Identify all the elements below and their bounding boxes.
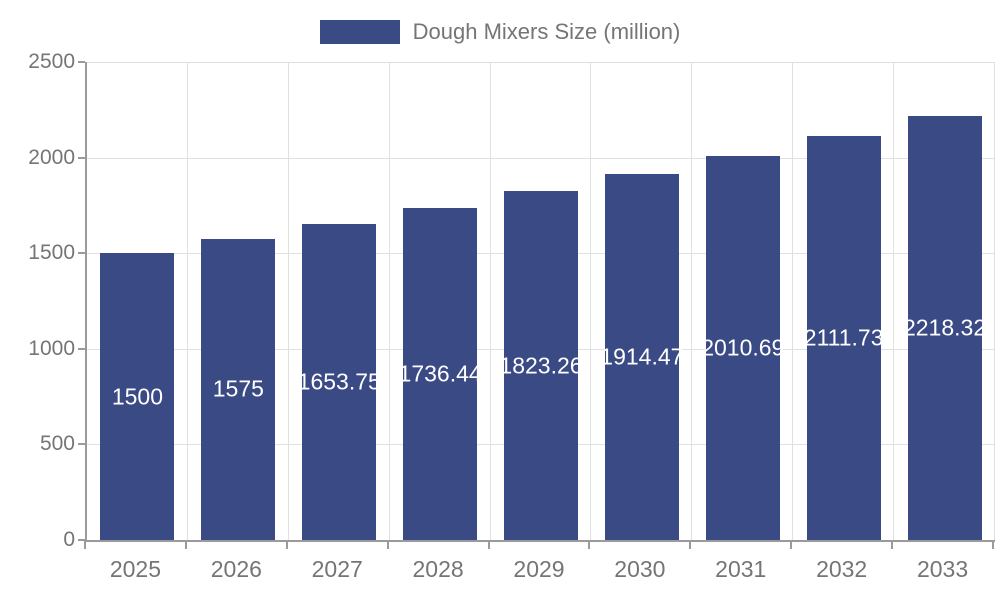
bar-value-label: 2010.69 [701,334,785,361]
bar: 1823.26 [499,191,583,540]
gridline-vertical [186,62,188,540]
x-axis-tick-label: 2025 [109,556,162,582]
x-axis-tick-label: 2032 [816,556,868,582]
x-axis-tick-mark [285,541,288,549]
y-axis-tick-mark [78,443,85,446]
bar-value-label: 1653.75 [297,368,381,395]
x-axis-tick-label: 2033 [916,556,969,582]
legend-swatch [319,20,400,44]
legend-label: Dough Mixers Size (million) [412,19,681,44]
x-axis-tick-label: 2031 [715,556,767,582]
x-axis-tick-mark [588,541,591,549]
bar: 2010.69 [701,155,784,540]
gridline-vertical [893,62,895,540]
gridline-vertical [792,62,794,540]
y-axis-tick-mark [78,539,85,541]
bar: 1914.47 [600,173,683,540]
bar: 1500 [100,253,175,540]
gridline-horizontal [87,157,995,159]
legend[interactable]: Dough Mixers Size (million) [0,19,1000,45]
y-axis-tick-label: 1000 [28,336,75,360]
x-axis-tick-mark [790,541,793,549]
plot-area: 1500 1575 1653.75 1736.44 1823.26 1914.47 2010… [85,62,995,542]
y-axis-tick-mark [78,156,85,159]
bar-value-label: 1500 [111,383,164,410]
gridline-vertical [590,62,592,540]
x-axis-tick-mark [992,541,994,549]
x-axis-tick-mark [891,541,894,549]
y-axis-tick-label: 2500 [28,50,75,73]
bar: 1575 [201,238,276,540]
bar: 1653.75 [298,223,381,540]
x-axis-tick-mark [386,541,389,549]
gridline-vertical [691,62,693,540]
bar-value-label: 2111.73 [803,324,884,351]
y-axis-tick-mark [78,252,85,255]
y-axis-tick-label: 1500 [28,241,75,265]
x-axis-tick-label: 2029 [513,556,565,582]
x-axis-tick-label: 2030 [614,556,666,582]
x-axis-tick-label: 2027 [311,556,363,582]
gridline-vertical [287,62,289,540]
bar-value-label: 1823.26 [499,352,583,379]
bar: 2111.73 [803,136,884,540]
x-axis-tick-mark [689,541,692,549]
gridline-horizontal [87,62,995,63]
gridline-vertical [994,62,995,540]
y-axis-tick-label: 0 [63,528,75,551]
y-axis-tick-label: 500 [39,432,75,456]
bar-value-label: 2218.32 [902,314,987,341]
bar-value-label: 1736.44 [398,360,482,387]
bar-value-label: 1575 [212,375,264,402]
gridline-vertical [489,62,491,540]
x-axis-tick-mark [184,541,187,549]
bar: 1736.44 [399,208,482,540]
gridline-vertical [388,62,390,540]
y-axis-tick-label: 2000 [28,145,75,169]
x-axis-tick-mark [487,541,490,549]
x-axis-tick-label: 2026 [210,556,262,582]
bar: 2218.32 [903,115,986,540]
x-axis-tick-label: 2028 [412,556,464,582]
y-axis-tick-mark [78,61,85,63]
y-axis-tick-mark [78,347,85,350]
x-axis-tick-mark [84,541,86,549]
bar-value-label: 1914.47 [600,343,684,370]
